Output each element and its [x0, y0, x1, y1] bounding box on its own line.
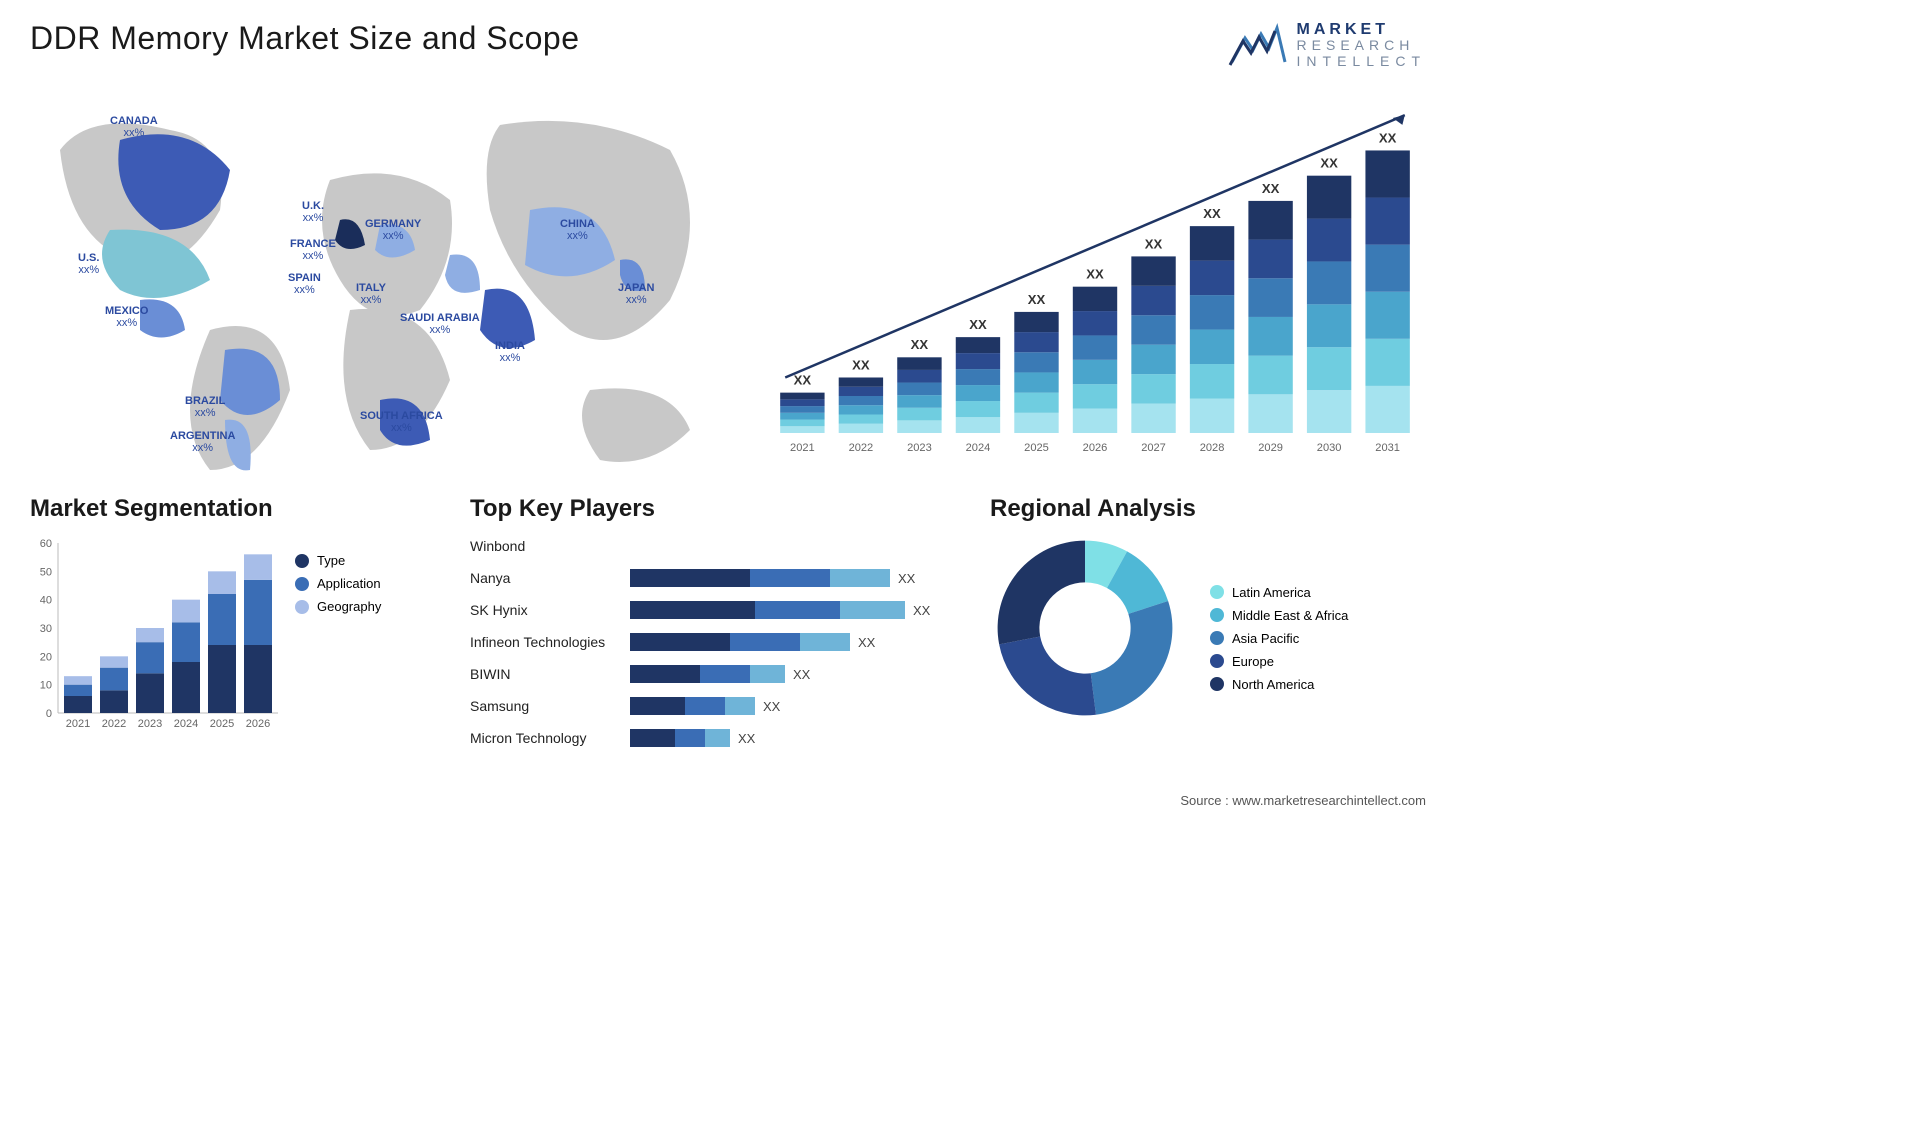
- svg-text:XX: XX: [1028, 292, 1046, 307]
- svg-text:XX: XX: [911, 337, 929, 352]
- brand-line3: INTELLECT: [1297, 54, 1426, 69]
- segmentation-chart: 0 10 20 30 40 50 60 2021 2022 2023 2024 2025 2026: [30, 533, 280, 733]
- map-label-spain: SPAINxx%: [288, 272, 321, 296]
- svg-text:XX: XX: [1320, 156, 1338, 171]
- svg-text:2022: 2022: [849, 442, 874, 454]
- svg-text:2029: 2029: [1258, 442, 1283, 454]
- growth-chart: XX 2021 XX 2022 XX 2023 XX 2024 XX 2025 XX 2026 XX 20…: [760, 80, 1426, 460]
- svg-text:XX: XX: [852, 357, 870, 372]
- legend-item: Asia Pacific: [1210, 631, 1348, 646]
- map-label-brazil: BRAZILxx%: [185, 395, 225, 419]
- svg-text:0: 0: [46, 708, 52, 720]
- map-label-france: FRANCExx%: [290, 238, 336, 262]
- player-row: Winbond: [470, 533, 970, 559]
- legend-item: Geography: [295, 599, 381, 614]
- map-label-italy: ITALYxx%: [356, 282, 386, 306]
- map-label-china: CHINAxx%: [560, 218, 595, 242]
- map-label-germany: GERMANYxx%: [365, 218, 421, 242]
- brand-logo: MARKET RESEARCH INTELLECT: [1227, 20, 1426, 70]
- svg-text:2023: 2023: [907, 442, 932, 454]
- svg-text:2031: 2031: [1375, 442, 1400, 454]
- svg-text:XX: XX: [969, 317, 987, 332]
- brand-line2: RESEARCH: [1297, 38, 1426, 53]
- svg-text:2021: 2021: [790, 442, 815, 454]
- svg-text:XX: XX: [1086, 267, 1104, 282]
- map-label-canada: CANADAxx%: [110, 115, 158, 139]
- svg-text:40: 40: [40, 595, 52, 607]
- legend-item: Europe: [1210, 654, 1348, 669]
- svg-text:2026: 2026: [1083, 442, 1108, 454]
- svg-text:2027: 2027: [1141, 442, 1166, 454]
- player-row: Infineon TechnologiesXX: [470, 629, 970, 655]
- svg-text:XX: XX: [1262, 181, 1280, 196]
- svg-text:30: 30: [40, 623, 52, 635]
- player-row: NanyaXX: [470, 565, 970, 591]
- legend-item: Type: [295, 553, 381, 568]
- legend-item: North America: [1210, 677, 1348, 692]
- page-title: DDR Memory Market Size and Scope: [30, 20, 580, 57]
- svg-text:2025: 2025: [1024, 442, 1049, 454]
- players-title: Top Key Players: [470, 495, 970, 523]
- svg-text:2025: 2025: [210, 718, 234, 730]
- brand-line1: MARKET: [1297, 21, 1426, 39]
- svg-text:2028: 2028: [1200, 442, 1225, 454]
- svg-text:XX: XX: [1379, 130, 1397, 145]
- player-row: SamsungXX: [470, 693, 970, 719]
- regional-legend: Latin America Middle East & Africa Asia Pa…: [1210, 565, 1348, 692]
- legend-item: Middle East & Africa: [1210, 608, 1348, 623]
- map-label-uk: U.K.xx%: [302, 200, 324, 224]
- svg-text:2024: 2024: [966, 442, 991, 454]
- regional-donut: [990, 533, 1180, 723]
- player-row: SK HynixXX: [470, 597, 970, 623]
- regional-title: Regional Analysis: [990, 495, 1426, 523]
- map-label-us: U.S.xx%: [78, 252, 99, 276]
- svg-text:2022: 2022: [102, 718, 126, 730]
- map-label-southafrica: SOUTH AFRICAxx%: [360, 410, 443, 434]
- segmentation-title: Market Segmentation: [30, 495, 450, 523]
- map-label-india: INDIAxx%: [495, 340, 525, 364]
- svg-text:2021: 2021: [66, 718, 90, 730]
- legend-item: Application: [295, 576, 381, 591]
- legend-item: Latin America: [1210, 585, 1348, 600]
- player-row: Micron TechnologyXX: [470, 725, 970, 751]
- svg-text:2024: 2024: [174, 718, 198, 730]
- segmentation-legend: Type Application Geography: [295, 533, 381, 733]
- map-label-saudiarabia: SAUDI ARABIAxx%: [400, 312, 480, 336]
- svg-text:2026: 2026: [246, 718, 270, 730]
- map-label-argentina: ARGENTINAxx%: [170, 430, 235, 454]
- svg-text:XX: XX: [794, 373, 812, 388]
- svg-text:XX: XX: [1145, 236, 1163, 251]
- svg-text:2030: 2030: [1317, 442, 1342, 454]
- svg-text:10: 10: [40, 680, 52, 692]
- source-text: Source : www.marketresearchintellect.com: [1180, 793, 1426, 808]
- svg-text:2023: 2023: [138, 718, 162, 730]
- svg-text:XX: XX: [1203, 206, 1221, 221]
- map-label-mexico: MEXICOxx%: [105, 305, 148, 329]
- world-map: CANADAxx% U.S.xx% MEXICOxx% BRAZILxx% ARGENT…: [30, 80, 730, 480]
- player-row: BIWINXX: [470, 661, 970, 687]
- map-label-japan: JAPANxx%: [618, 282, 654, 306]
- svg-text:50: 50: [40, 566, 52, 578]
- svg-text:60: 60: [40, 538, 52, 550]
- players-chart: Winbond NanyaXX SK HynixXX Infineon Technol…: [470, 533, 970, 751]
- svg-text:20: 20: [40, 651, 52, 663]
